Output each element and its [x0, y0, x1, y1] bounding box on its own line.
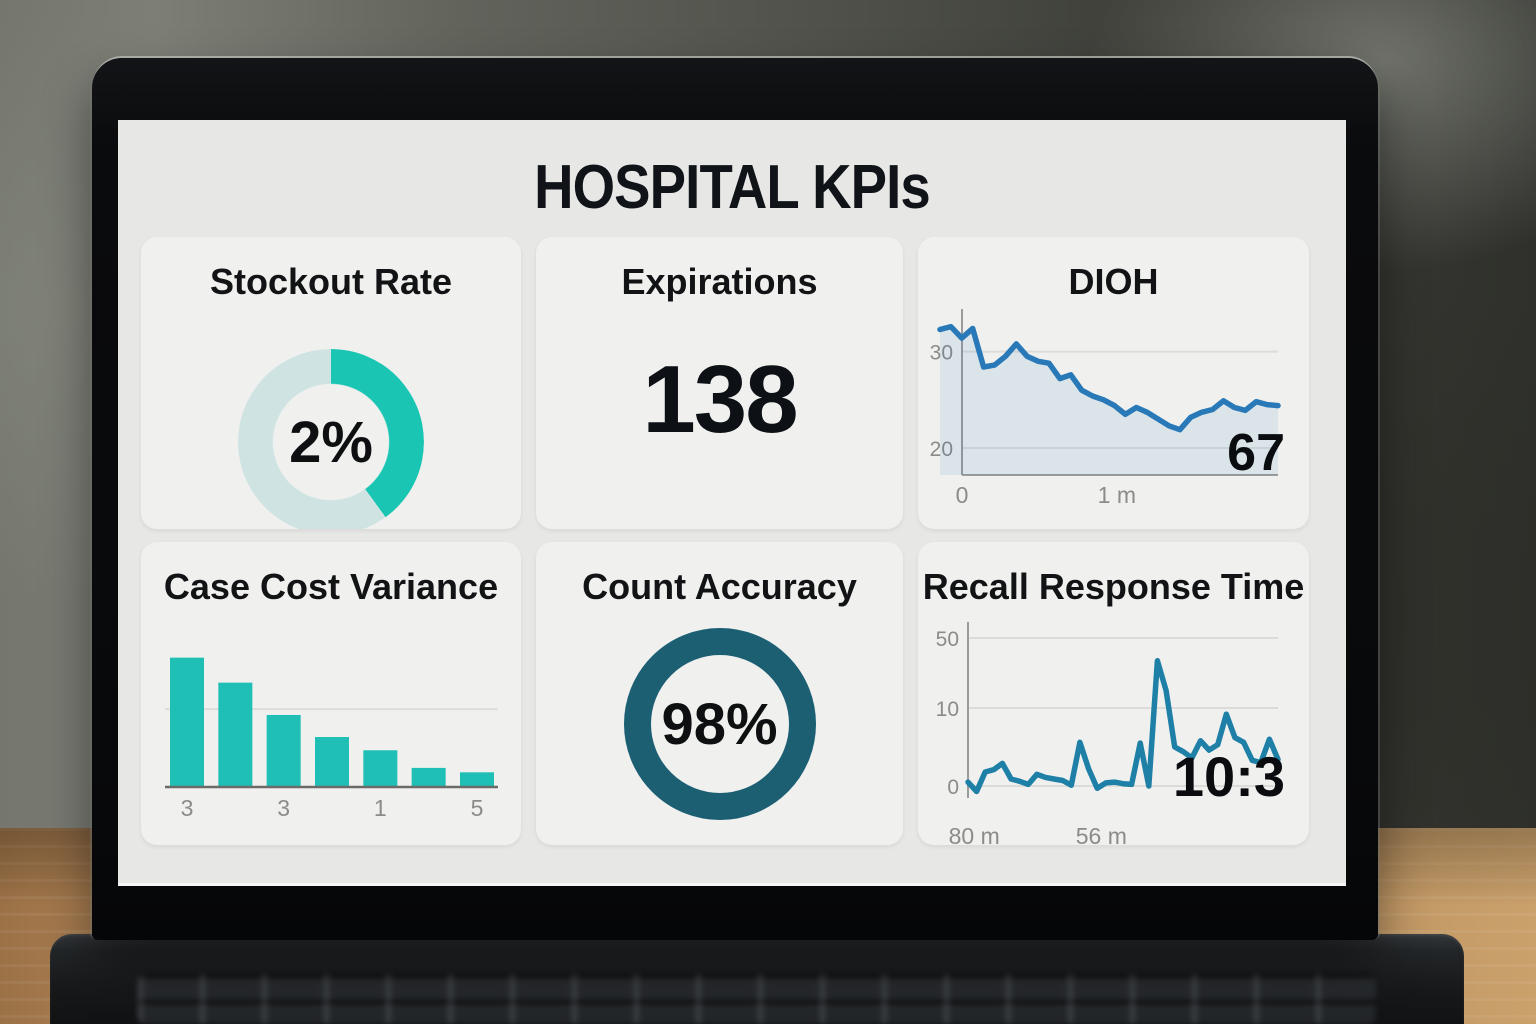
recall-value: 10:3	[1172, 745, 1285, 808]
card-case-cost-variance: Case Cost Variance 3 3 1 5	[141, 542, 521, 845]
stockout-value: 2%	[289, 409, 373, 475]
card-title-dioh: DIOH	[1068, 261, 1159, 302]
card-title-stockout-rate: Stockout Rate	[209, 261, 453, 302]
svg-text:3: 3	[181, 795, 194, 821]
svg-text:0: 0	[956, 482, 969, 508]
card-title-case-cost-variance: Case Cost Variance	[163, 566, 499, 607]
dioh-line-chart: 30 200 1 m	[930, 309, 1281, 508]
svg-text:20: 20	[930, 438, 953, 461]
case-cost-bar-chart: 3 3 1 5	[165, 657, 498, 821]
stockout-donut-ring	[238, 349, 424, 529]
svg-text:1: 1	[374, 795, 387, 821]
stockout-donut-chart: 2%	[238, 349, 424, 529]
svg-text:10: 10	[936, 698, 959, 721]
svg-text:56 m: 56 m	[1076, 823, 1127, 845]
expirations-value: 138	[642, 346, 798, 453]
svg-text:1 m: 1 m	[1098, 482, 1136, 508]
dioh-value: 67	[1227, 424, 1285, 482]
kpi-grid: Stockout Rate 2% Expirations 138 DIOH 30…	[141, 237, 1309, 845]
count-accuracy-gauge: 98%	[623, 628, 816, 820]
card-recall-response-time: Recall Response Time 50 10 0 80 m 56 m 10:3	[918, 542, 1309, 845]
card-dioh: DIOH 30 200 1 m 67	[918, 237, 1309, 529]
card-title-count-accuracy: Count Accuracy	[582, 566, 857, 607]
card-title-recall-response-time: Recall Response Time	[922, 566, 1305, 607]
svg-text:5: 5	[471, 795, 484, 821]
card-stockout-rate: Stockout Rate 2%	[141, 237, 521, 529]
laptop-keyboard-base	[50, 934, 1464, 1024]
page-title: HOSPITAL KPIs	[534, 153, 931, 222]
card-count-accuracy: Count Accuracy 98%	[536, 542, 903, 845]
keyboard-keys	[138, 974, 1376, 1024]
svg-text:80 m: 80 m	[949, 823, 1000, 845]
card-title-expirations: Expirations	[621, 261, 818, 302]
svg-text:50: 50	[936, 628, 959, 651]
svg-text:30: 30	[930, 342, 953, 365]
laptop-lid: HOSPITAL KPIs Stockout Rate 2% Expiratio…	[92, 58, 1378, 940]
recall-line-chart: 50 10 0 80 m 56 m	[936, 622, 1281, 845]
svg-text:0: 0	[947, 776, 959, 799]
card-expirations: Expirations 138	[536, 237, 903, 529]
count-accuracy-value: 98%	[661, 691, 778, 757]
laptop-display: HOSPITAL KPIs Stockout Rate 2% Expiratio…	[118, 120, 1346, 886]
svg-text:3: 3	[277, 795, 290, 821]
